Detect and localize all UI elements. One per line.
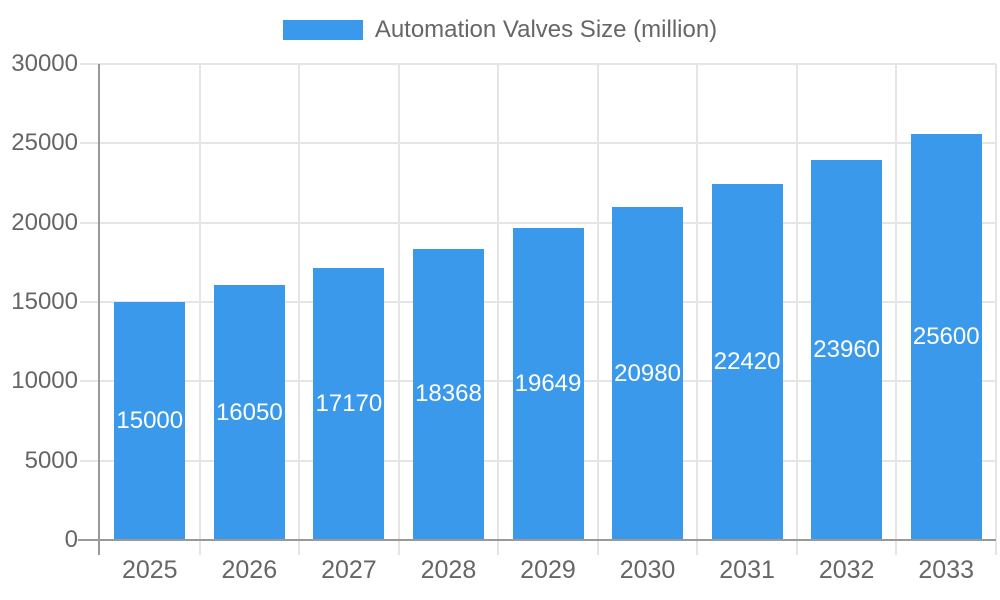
x-axis-tick-label: 2026 xyxy=(221,556,278,584)
x-axis-tick xyxy=(696,541,699,555)
bar: 22420 xyxy=(711,184,783,540)
x-gridline xyxy=(795,64,798,540)
x-axis-tick-label: 2028 xyxy=(420,556,477,584)
y-gridline xyxy=(100,221,996,224)
x-axis-tick xyxy=(497,541,500,555)
bar-value-label: 17170 xyxy=(315,389,383,417)
legend-label: Automation Valves Size (million) xyxy=(374,16,718,43)
x-gridline xyxy=(696,64,699,540)
x-axis-tick xyxy=(795,541,798,555)
x-gridline xyxy=(198,64,201,540)
x-gridline xyxy=(596,64,599,540)
y-axis-tick xyxy=(80,301,100,303)
y-axis-tick xyxy=(80,380,100,383)
x-axis-tick xyxy=(895,541,898,555)
y-axis-tick-label: 30000 xyxy=(11,50,78,77)
x-axis-tick xyxy=(298,541,301,555)
y-axis-tick-label: 0 xyxy=(64,526,78,553)
y-axis-tick xyxy=(80,63,100,65)
bar-value-label: 19649 xyxy=(514,370,582,398)
x-axis-tick xyxy=(198,541,201,555)
x-axis-tick-label: 2030 xyxy=(619,556,676,584)
bar: 19649 xyxy=(512,228,584,540)
bar-value-label: 15000 xyxy=(116,407,184,434)
x-gridline xyxy=(895,64,898,540)
bar-value-label: 18368 xyxy=(415,380,482,408)
x-axis-tick-label: 2029 xyxy=(520,556,576,584)
bar-value-label: 25600 xyxy=(912,322,980,350)
x-axis-tick xyxy=(596,541,599,555)
y-axis-tick-label: 10000 xyxy=(11,367,78,395)
y-gridline xyxy=(100,142,996,145)
x-gridline xyxy=(995,64,997,540)
bar-value-label: 22420 xyxy=(713,348,781,376)
bar: 20980 xyxy=(612,207,684,540)
x-axis-tick-label: 2027 xyxy=(321,556,377,584)
bar: 15000 xyxy=(114,302,186,540)
x-axis-tick xyxy=(995,541,997,555)
x-axis-tick-label: 2033 xyxy=(918,556,975,584)
bar-value-label: 23960 xyxy=(813,335,881,363)
y-axis-tick xyxy=(80,459,100,462)
y-axis-line xyxy=(98,64,100,555)
y-axis-tick-label: 15000 xyxy=(11,288,78,315)
x-gridline xyxy=(397,64,400,540)
x-gridline xyxy=(298,64,301,540)
x-axis-tick-label: 2032 xyxy=(818,556,875,584)
bar: 17170 xyxy=(313,267,385,540)
legend-swatch xyxy=(282,20,363,40)
y-axis-tick-label: 25000 xyxy=(11,129,78,157)
bar-value-label: 20980 xyxy=(614,359,681,387)
bar: 16050 xyxy=(213,285,285,540)
x-axis-tick-label: 2031 xyxy=(719,556,775,584)
y-gridline xyxy=(100,63,996,65)
x-axis-tick xyxy=(397,541,400,555)
x-axis-tick-label: 2025 xyxy=(121,556,178,584)
bar: 18368 xyxy=(412,248,484,540)
bar: 25600 xyxy=(910,133,982,540)
y-axis-tick xyxy=(80,142,100,145)
bar-value-label: 16050 xyxy=(215,398,283,426)
x-gridline xyxy=(497,64,500,540)
x-axis-line xyxy=(78,539,996,541)
y-axis-tick-label: 5000 xyxy=(24,446,78,474)
y-axis-tick xyxy=(80,221,100,224)
bar: 23960 xyxy=(811,159,883,540)
y-axis-tick-label: 20000 xyxy=(11,208,78,236)
chart-legend[interactable]: Automation Valves Size (million) xyxy=(0,14,1000,46)
